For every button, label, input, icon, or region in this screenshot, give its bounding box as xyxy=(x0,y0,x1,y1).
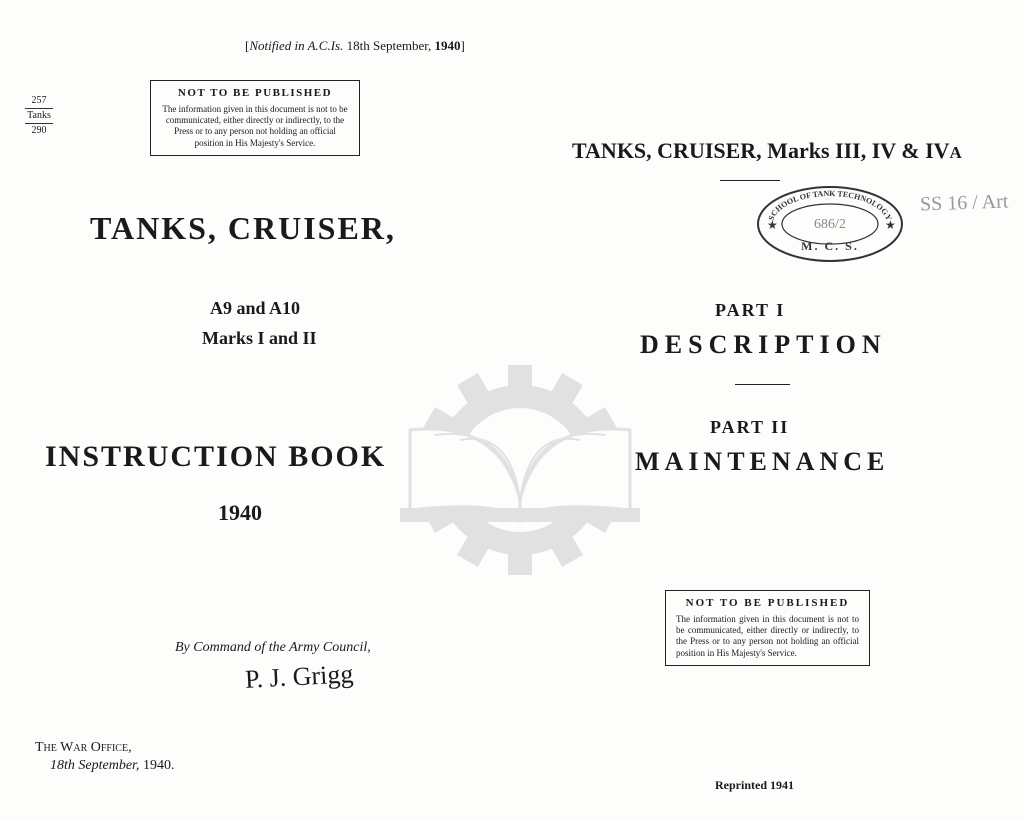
war-office-label: The War Office, xyxy=(35,740,132,756)
notified-year: 1940 xyxy=(435,38,461,53)
confidentiality-notice-right: NOT TO BE PUBLISHED The information give… xyxy=(665,590,870,666)
part-2-label: PART II xyxy=(710,417,789,438)
notified-line: [Notified in A.C.Is. 18th September, 194… xyxy=(245,38,465,54)
maintenance-heading: MAINTENANCE xyxy=(635,447,889,477)
war-date-italic: 18th September, xyxy=(50,758,139,773)
instruction-book-title: INSTRUCTION BOOK xyxy=(45,440,386,474)
svg-text:★: ★ xyxy=(767,218,778,232)
notice-title-r: NOT TO BE PUBLISHED xyxy=(676,597,859,611)
ref-mid: Tanks xyxy=(25,110,53,122)
publication-year: 1940 xyxy=(218,500,262,526)
reprinted-line: Reprinted 1941 xyxy=(715,778,794,793)
subtitle-models: A9 and A10 xyxy=(210,298,300,319)
ref-top: 257 xyxy=(25,95,53,107)
svg-text:686/2: 686/2 xyxy=(814,217,846,232)
part-1-label: PART I xyxy=(715,300,785,321)
notified-italic: Notified in A.C.Is. xyxy=(249,38,343,53)
signature: P. J. Grigg xyxy=(244,659,354,695)
right-page: TANKS, CRUISER, Marks III, IV & IVA SCHO… xyxy=(510,0,1024,819)
svg-text:M. C. S.: M. C. S. xyxy=(801,239,859,253)
right-title-text: TANKS, CRUISER, Marks III, IV & IV xyxy=(572,138,950,163)
war-office-date: 18th September, 1940. xyxy=(50,758,174,774)
right-title-suffix: A xyxy=(950,143,962,162)
main-title: TANKS, CRUISER, xyxy=(90,210,396,247)
ref-bot: 290 xyxy=(25,125,53,137)
school-stamp: SCHOOL OF TANK TECHNOLOGY 686/2 M. C. S.… xyxy=(755,184,905,264)
notice-body: The information given in this document i… xyxy=(161,104,349,149)
handwritten-note: SS 16 / Art xyxy=(920,190,1009,216)
confidentiality-notice-left: NOT TO BE PUBLISHED The information give… xyxy=(150,80,360,156)
war-date-year: 1940. xyxy=(139,758,174,773)
subtitle-marks: Marks I and II xyxy=(202,328,317,349)
bracket-close: ] xyxy=(461,38,465,53)
left-page: [Notified in A.C.Is. 18th September, 194… xyxy=(0,0,510,819)
command-line: By Command of the Army Council, xyxy=(175,640,371,656)
divider-rule-2 xyxy=(735,384,790,385)
divider-rule xyxy=(720,180,780,181)
notified-date: 18th September, xyxy=(343,38,434,53)
notice-body-r: The information given in this document i… xyxy=(676,614,859,659)
description-heading: DESCRIPTION xyxy=(640,330,887,360)
reference-number: 257 Tanks 290 xyxy=(25,95,53,137)
right-main-title: TANKS, CRUISER, Marks III, IV & IVA xyxy=(572,138,962,164)
notice-title: NOT TO BE PUBLISHED xyxy=(161,87,349,101)
svg-text:★: ★ xyxy=(885,218,896,232)
